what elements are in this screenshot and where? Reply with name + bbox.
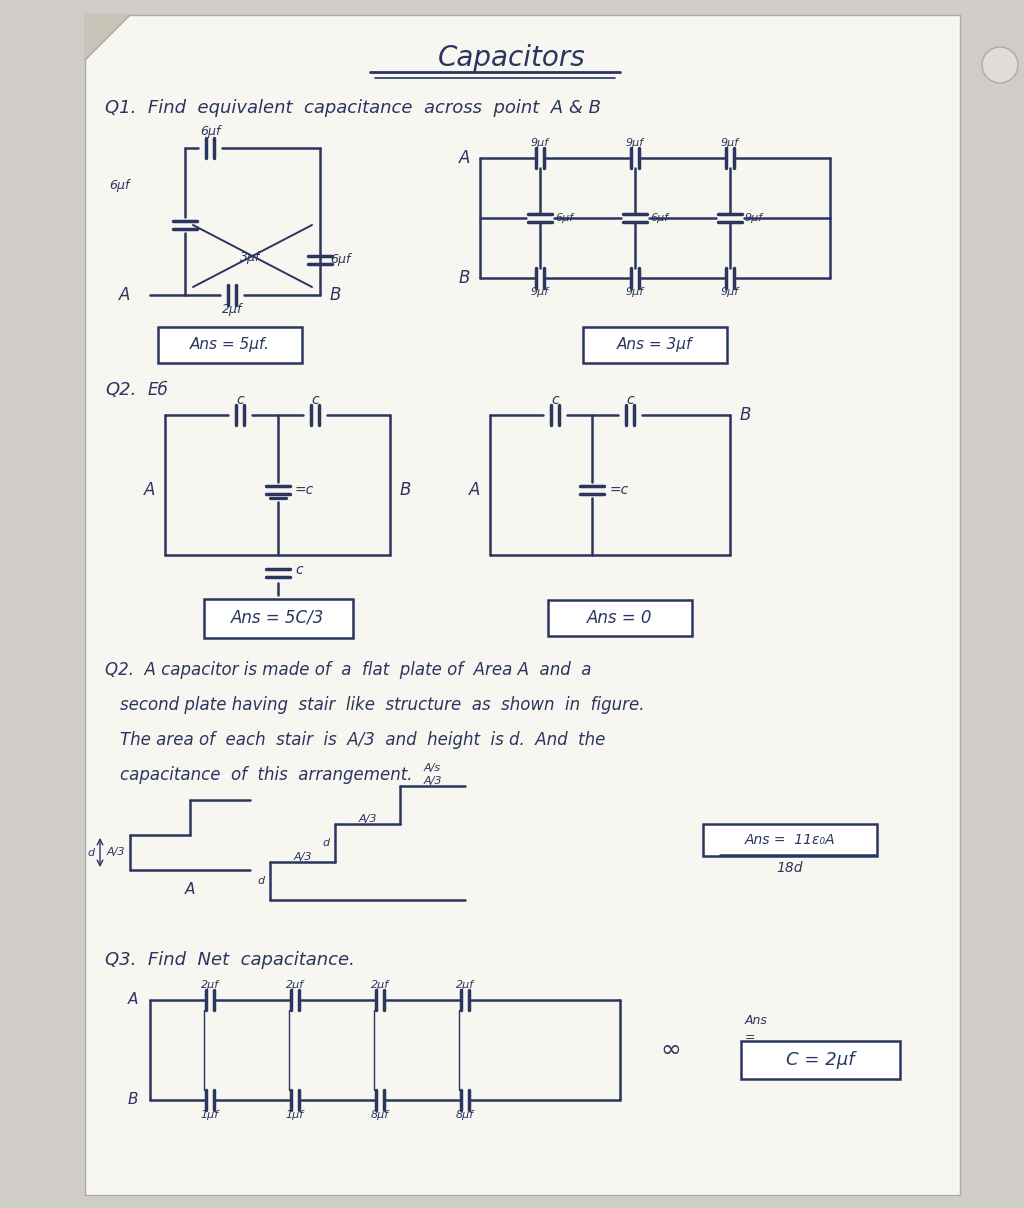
Text: Q1.  Find  equivalent  capacitance  across  point  A & B: Q1. Find equivalent capacitance across p… bbox=[105, 99, 601, 117]
Text: 9μf: 9μf bbox=[721, 288, 739, 297]
Text: 9μf: 9μf bbox=[721, 138, 739, 149]
Polygon shape bbox=[85, 14, 130, 60]
Text: second plate having  stair  like  structure  as  shown  in  figure.: second plate having stair like structure… bbox=[120, 696, 644, 714]
Text: 6μf: 6μf bbox=[330, 254, 350, 267]
Text: Ans: Ans bbox=[745, 1014, 768, 1027]
Text: A: A bbox=[459, 149, 470, 167]
Text: A/3: A/3 bbox=[423, 776, 441, 786]
Text: 1μf: 1μf bbox=[286, 1110, 304, 1120]
Text: Ans = 0: Ans = 0 bbox=[587, 609, 652, 627]
FancyBboxPatch shape bbox=[158, 327, 302, 362]
Text: Q3.  Find  Net  capacitance.: Q3. Find Net capacitance. bbox=[105, 951, 355, 969]
Text: A: A bbox=[119, 286, 130, 304]
Text: A: A bbox=[469, 481, 480, 499]
Text: c: c bbox=[237, 393, 244, 407]
Text: A: A bbox=[128, 993, 138, 1007]
Text: 6μf: 6μf bbox=[110, 180, 130, 192]
Text: 6μf: 6μf bbox=[650, 213, 668, 223]
Text: B: B bbox=[128, 1092, 138, 1108]
FancyBboxPatch shape bbox=[583, 327, 727, 362]
Text: C = 2μf: C = 2μf bbox=[785, 1051, 854, 1069]
Text: Eб: Eб bbox=[148, 381, 169, 399]
Text: 9μf: 9μf bbox=[745, 213, 763, 223]
Text: c: c bbox=[627, 393, 634, 407]
Text: A/3: A/3 bbox=[358, 814, 377, 824]
Text: 2μf: 2μf bbox=[201, 980, 219, 991]
Text: 9μf: 9μf bbox=[530, 288, 549, 297]
Text: 9μf: 9μf bbox=[530, 138, 549, 149]
Text: 6μf: 6μf bbox=[555, 213, 573, 223]
Text: B: B bbox=[400, 481, 412, 499]
Text: 9μf: 9μf bbox=[626, 288, 644, 297]
Text: Capacitors: Capacitors bbox=[438, 43, 586, 72]
Text: 1μf: 1μf bbox=[201, 1110, 219, 1120]
Text: c: c bbox=[311, 393, 318, 407]
Text: Ans = 5C/3: Ans = 5C/3 bbox=[231, 609, 325, 627]
Text: A: A bbox=[184, 883, 196, 898]
Text: Q2.  A capacitor is made of  a  flat  plate of  Area A  and  a: Q2. A capacitor is made of a flat plate … bbox=[105, 661, 592, 679]
FancyBboxPatch shape bbox=[703, 824, 877, 856]
Text: c: c bbox=[551, 393, 559, 407]
Text: 9μf: 9μf bbox=[626, 138, 644, 149]
Text: 3μf: 3μf bbox=[240, 251, 260, 265]
Text: 2μf: 2μf bbox=[456, 980, 474, 991]
Text: A/3: A/3 bbox=[106, 848, 125, 858]
Text: d: d bbox=[323, 838, 330, 848]
Text: 18d: 18d bbox=[777, 861, 803, 875]
Text: A: A bbox=[143, 481, 155, 499]
Text: Q2.: Q2. bbox=[105, 381, 136, 399]
Text: =c: =c bbox=[295, 483, 314, 496]
Text: capacitance  of  this  arrangement.: capacitance of this arrangement. bbox=[120, 766, 413, 784]
Text: 2μf: 2μf bbox=[222, 303, 243, 316]
FancyBboxPatch shape bbox=[548, 600, 692, 635]
FancyBboxPatch shape bbox=[204, 598, 352, 638]
Text: 2μf: 2μf bbox=[286, 980, 304, 991]
Text: B: B bbox=[330, 286, 341, 304]
Text: Ans =  11ε₀A: Ans = 11ε₀A bbox=[744, 834, 836, 847]
Text: =c: =c bbox=[610, 483, 630, 496]
Text: A/3: A/3 bbox=[293, 852, 311, 863]
Text: ∞: ∞ bbox=[660, 1038, 681, 1062]
Text: B: B bbox=[459, 269, 470, 288]
Text: d: d bbox=[258, 876, 265, 885]
Text: =: = bbox=[745, 1032, 756, 1045]
Text: B: B bbox=[740, 406, 752, 424]
FancyBboxPatch shape bbox=[85, 14, 961, 1195]
Text: Ans = 5μf.: Ans = 5μf. bbox=[190, 337, 270, 353]
Text: 8μf: 8μf bbox=[371, 1110, 389, 1120]
Circle shape bbox=[982, 47, 1018, 83]
Text: d: d bbox=[88, 848, 95, 858]
Text: A/s: A/s bbox=[424, 763, 441, 773]
Text: c: c bbox=[295, 563, 303, 577]
FancyBboxPatch shape bbox=[740, 1041, 899, 1079]
Text: Ans = 3μf: Ans = 3μf bbox=[617, 337, 692, 353]
Text: 8μf: 8μf bbox=[456, 1110, 474, 1120]
Text: The area of  each  stair  is  A/3  and  height  is d.  And  the: The area of each stair is A/3 and height… bbox=[120, 731, 605, 749]
Text: 6μf: 6μf bbox=[200, 126, 220, 139]
Text: 2μf: 2μf bbox=[371, 980, 389, 991]
